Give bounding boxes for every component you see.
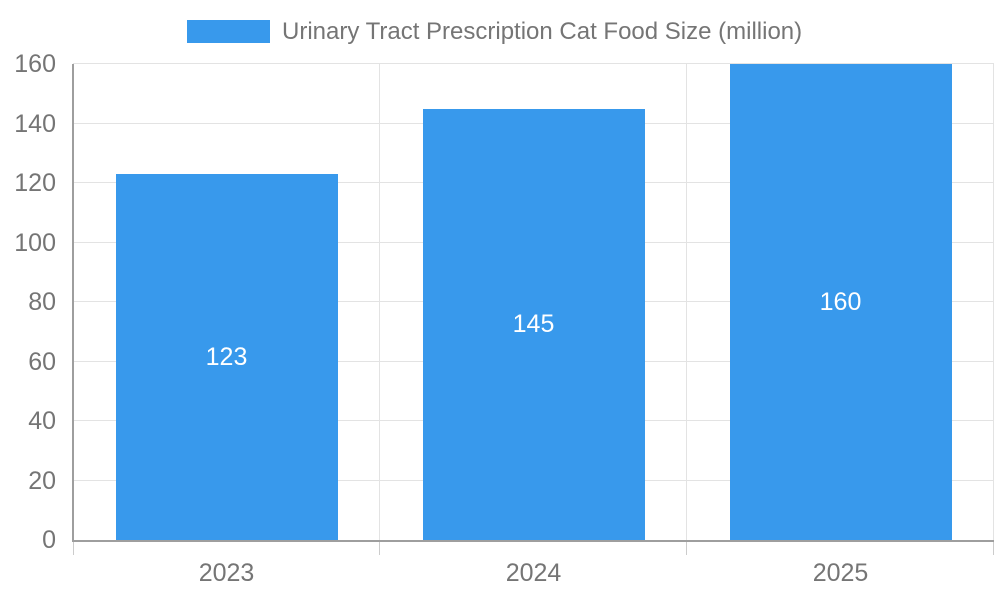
v-gridline	[379, 64, 380, 540]
bar-2025[interactable]: 160	[729, 64, 952, 540]
y-axis-tick-label: 20	[28, 466, 56, 495]
y-axis-tick-label: 120	[14, 169, 56, 197]
v-gridline	[993, 64, 994, 540]
x-axis-category-label: 2025	[812, 559, 869, 587]
x-axis-tick	[686, 542, 687, 555]
x-axis-category-label: 2024	[505, 559, 562, 587]
legend-series-label: Urinary Tract Prescription Cat Food Size…	[282, 18, 803, 45]
y-axis-tick-label: 60	[28, 347, 56, 376]
v-gridline	[686, 64, 687, 540]
bar-2023[interactable]: 123	[115, 174, 338, 540]
y-axis-tick-label: 160	[14, 50, 56, 78]
x-axis-category-label: 2023	[198, 559, 255, 587]
legend-swatch	[187, 20, 270, 43]
bar-value-label: 123	[205, 342, 248, 371]
x-axis-tick	[73, 542, 74, 555]
y-axis-tick-label: 140	[14, 109, 56, 138]
x-axis-tick	[379, 542, 380, 555]
y-axis-tick-label: 100	[14, 228, 56, 257]
bar-value-label: 145	[512, 309, 555, 338]
y-axis-tick-label: 80	[28, 288, 56, 316]
x-axis-line	[72, 540, 994, 542]
y-axis-tick-label: 40	[28, 407, 56, 435]
y-axis-tick-label: 0	[42, 526, 56, 554]
y-axis-line	[72, 64, 74, 542]
x-axis-tick	[993, 542, 994, 555]
h-gridline	[73, 63, 994, 64]
bar-value-label: 160	[819, 287, 862, 316]
bar-2024[interactable]: 145	[422, 108, 645, 540]
